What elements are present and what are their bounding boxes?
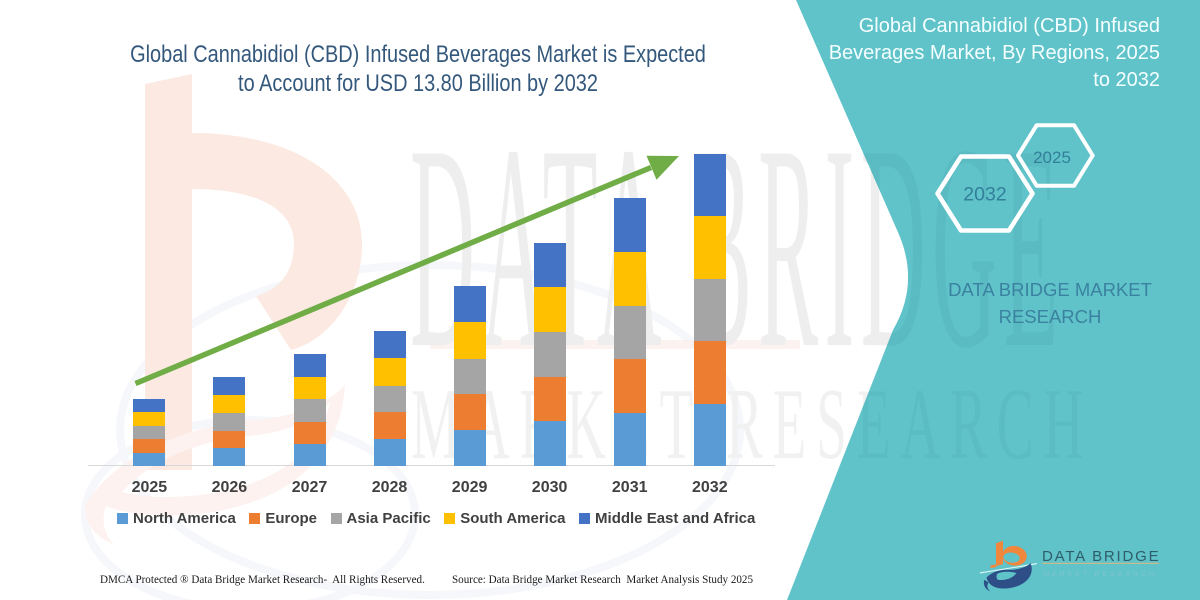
svg-text:2032: 2032 (963, 184, 1006, 206)
svg-text:2025: 2025 (1033, 148, 1071, 167)
svg-text:DATA BRIDGE: DATA BRIDGE (1042, 548, 1160, 565)
svg-text:MARKET RESEARCH: MARKET RESEARCH (1043, 569, 1157, 578)
